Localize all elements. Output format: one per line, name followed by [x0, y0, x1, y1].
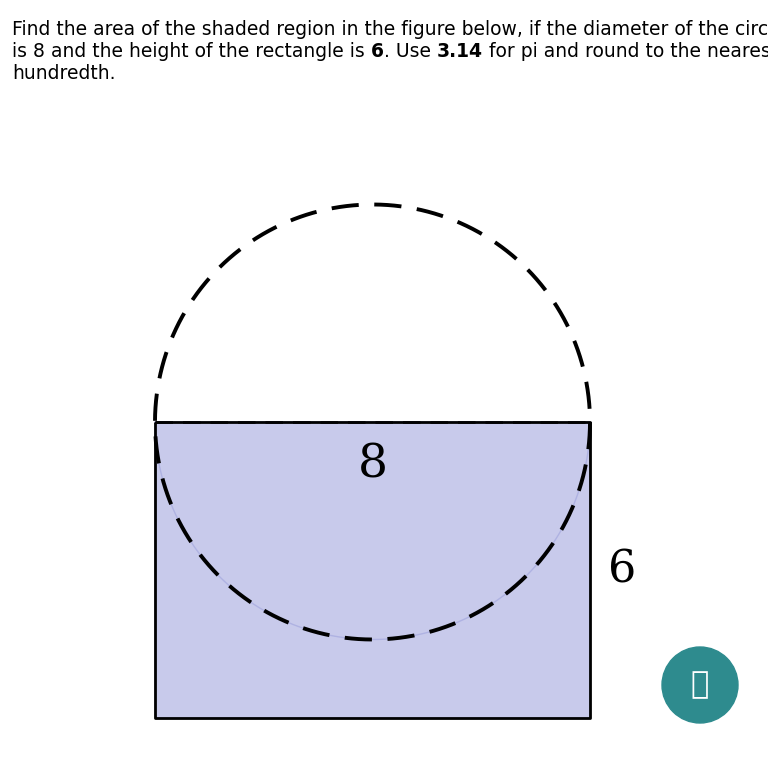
Text: and the height of the rectangle is: and the height of the rectangle is [45, 42, 371, 61]
Text: for pi and round to the nearest: for pi and round to the nearest [482, 42, 768, 61]
Text: 8: 8 [33, 42, 45, 61]
Text: . Use: . Use [384, 42, 437, 61]
Text: 🗨: 🗨 [691, 671, 709, 700]
Text: is: is [12, 42, 33, 61]
Text: 3.14: 3.14 [437, 42, 482, 61]
Text: 6: 6 [608, 549, 636, 591]
Text: hundredth.: hundredth. [12, 64, 115, 83]
Polygon shape [155, 422, 590, 718]
Text: 8: 8 [357, 442, 388, 487]
Text: 6: 6 [371, 42, 384, 61]
Text: Find the area of the shaded region in the figure below, if the diameter of the c: Find the area of the shaded region in th… [12, 20, 768, 39]
Circle shape [662, 647, 738, 723]
